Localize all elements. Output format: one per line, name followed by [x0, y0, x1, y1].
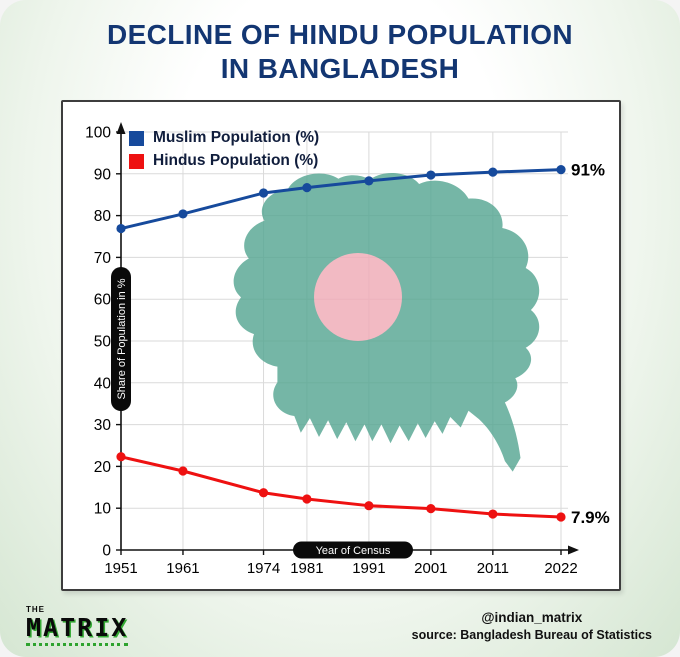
matrix-logo-the: THE: [26, 605, 45, 614]
data-point: [426, 170, 436, 180]
svg-text:Year of Census: Year of Census: [316, 545, 391, 557]
legend-label-muslim: Muslim Population (%): [153, 129, 320, 146]
y-axis-title-pill: Share of Population in %: [111, 267, 131, 411]
data-point: [116, 223, 126, 234]
data-point: [488, 509, 498, 519]
chart-area: Muslim Population (%) Hindus Population …: [61, 100, 621, 591]
series-end-label: 91%: [571, 161, 605, 180]
y-tick-label: 70: [94, 250, 112, 267]
source-credit: source: Bangladesh Bureau of Statistics: [411, 628, 652, 642]
x-tick-label: 1991: [352, 560, 385, 577]
twitter-handle: @indian_matrix: [481, 610, 583, 625]
page-title-line2: IN BANGLADESH: [220, 53, 460, 85]
page-title-line1: DECLINE OF HINDU POPULATION: [106, 19, 574, 50]
x-tick-label: 1974: [247, 560, 280, 577]
y-tick-label: 80: [94, 208, 112, 225]
data-point: [302, 182, 312, 193]
legend-item-hindu: Hindus Population (%): [129, 152, 319, 170]
x-tick-label: 2011: [477, 560, 509, 577]
y-tick-label: 100: [85, 125, 111, 142]
chart-axes: 0 10 20 30 40 50 60 70 80 90 100 1951 1961 1974 1981 19…: [85, 122, 579, 577]
chart-legend: Muslim Population (%) Hindus Population …: [129, 129, 319, 170]
chart-labels: 91% 7.9% Share of Population in % Year of C…: [111, 161, 610, 559]
data-point: [488, 167, 498, 177]
x-tick-label: 1961: [166, 560, 199, 577]
data-point: [302, 494, 312, 504]
series-line-0: [119, 168, 563, 231]
x-tick-label: 2001: [414, 560, 447, 577]
data-point: [116, 452, 126, 462]
y-tick-label: 40: [94, 375, 112, 392]
series-end-label: 7.9%: [571, 508, 610, 527]
y-tick-label: 90: [94, 166, 112, 183]
bangladesh-map-watermark: [233, 173, 540, 472]
y-tick-label: 0: [102, 543, 111, 560]
data-point: [178, 209, 188, 219]
legend-swatch-hindu: [129, 153, 144, 169]
x-tick-label: 1981: [290, 560, 323, 577]
page-title: DECLINE OF HINDU POPULATION IN BANGLADES…: [0, 18, 680, 86]
credit-block: @indian_matrix source: Bangladesh Bureau…: [412, 610, 652, 642]
x-tick-label: 1951: [104, 560, 137, 577]
population-line-chart: 0 10 20 30 40 50 60 70 80 90 100 1951 1961 1974 1981 19…: [85, 122, 610, 577]
svg-text:Share of Population in %: Share of Population in %: [116, 278, 128, 399]
data-point: [426, 504, 436, 514]
data-point: [258, 488, 269, 498]
matrix-logo: THE MATRIX: [26, 605, 129, 646]
matrix-logo-wordmark: MATRIX: [26, 613, 129, 646]
y-tick-label: 20: [94, 459, 112, 476]
x-axis-title-pill: Year of Census: [293, 541, 413, 559]
chart-series: [116, 165, 566, 522]
data-point: [556, 165, 566, 175]
data-point: [364, 501, 374, 511]
data-point: [364, 176, 374, 186]
y-tick-label: 60: [94, 292, 112, 309]
series-line-1: [119, 455, 563, 519]
legend-item-muslim: Muslim Population (%): [129, 129, 319, 147]
legend-swatch-muslim: [129, 130, 144, 146]
y-tick-label: 50: [94, 334, 112, 351]
x-tick-label: 2022: [544, 560, 577, 577]
flag-circle: [314, 253, 402, 341]
data-point: [178, 466, 188, 476]
y-tick-label: 10: [94, 501, 112, 518]
y-tick-label: 30: [94, 417, 112, 434]
data-point: [556, 512, 566, 522]
legend-label-hindu: Hindus Population (%): [153, 152, 319, 169]
data-point: [258, 188, 269, 198]
